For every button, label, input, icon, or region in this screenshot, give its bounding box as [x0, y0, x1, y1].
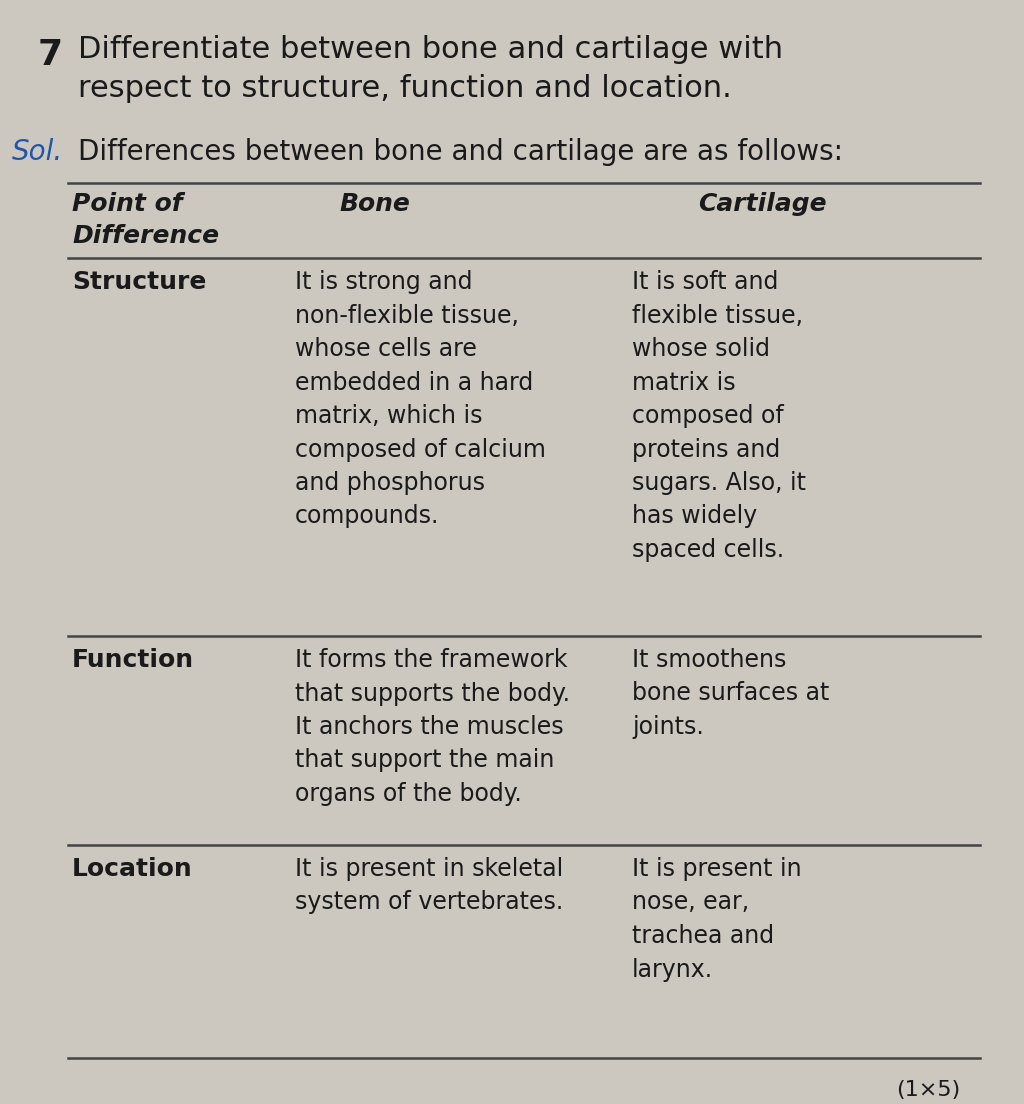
Text: It is strong and
non-flexible tissue,
whose cells are
embedded in a hard
matrix,: It is strong and non-flexible tissue, wh…: [295, 270, 546, 529]
Text: It is present in skeletal
system of vertebrates.: It is present in skeletal system of vert…: [295, 857, 563, 914]
Text: 7: 7: [38, 38, 63, 72]
Text: Differentiate between bone and cartilage with
respect to structure, function and: Differentiate between bone and cartilage…: [78, 35, 783, 104]
Text: Location: Location: [72, 857, 193, 881]
Text: Point of
Difference: Point of Difference: [72, 192, 219, 247]
Text: It forms the framework
that supports the body.
It anchors the muscles
that suppo: It forms the framework that supports the…: [295, 648, 570, 806]
Text: It is present in
nose, ear,
trachea and
larynx.: It is present in nose, ear, trachea and …: [632, 857, 802, 981]
Text: Differences between bone and cartilage are as follows:: Differences between bone and cartilage a…: [78, 138, 843, 166]
Text: Cartilage: Cartilage: [697, 192, 826, 216]
Text: Sol.: Sol.: [12, 138, 63, 166]
Text: Function: Function: [72, 648, 195, 672]
Text: (1×5): (1×5): [896, 1080, 961, 1100]
Text: Structure: Structure: [72, 270, 207, 294]
Text: It is soft and
flexible tissue,
whose solid
matrix is
composed of
proteins and
s: It is soft and flexible tissue, whose so…: [632, 270, 806, 562]
Text: Bone: Bone: [340, 192, 411, 216]
Text: It smoothens
bone surfaces at
joints.: It smoothens bone surfaces at joints.: [632, 648, 829, 739]
